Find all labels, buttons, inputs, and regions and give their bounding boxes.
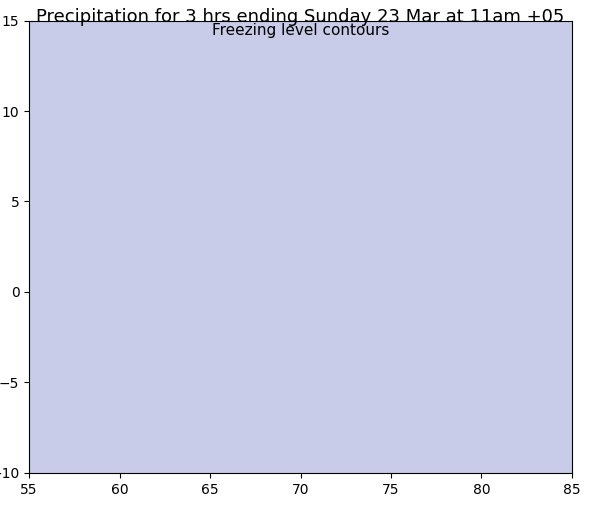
Text: Freezing level contours: Freezing level contours: [212, 23, 389, 38]
Text: Precipitation for 3 hrs ending Sunday 23 Mar at 11am +05: Precipitation for 3 hrs ending Sunday 23…: [36, 8, 565, 26]
